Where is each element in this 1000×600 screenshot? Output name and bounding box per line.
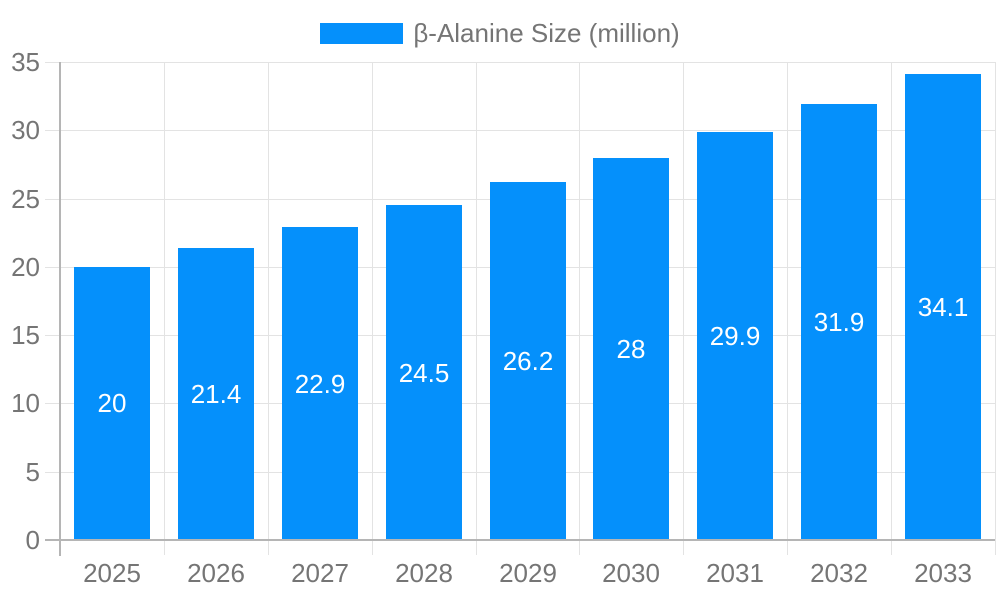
x-axis-line xyxy=(45,539,995,541)
bar-value-label: 26.2 xyxy=(502,346,554,376)
x-axis-label: 2030 xyxy=(602,558,660,588)
y-axis-label: 10 xyxy=(11,388,40,418)
y-axis-label: 20 xyxy=(11,252,40,282)
legend-label: β-Alanine Size (million) xyxy=(413,17,680,48)
bar[interactable] xyxy=(386,205,462,540)
bar-value-label: 34.1 xyxy=(917,292,969,322)
bar-value-label: 21.4 xyxy=(190,379,242,409)
x-axis-label: 2029 xyxy=(499,558,557,588)
bar[interactable] xyxy=(178,248,254,540)
bar-value-label: 22.9 xyxy=(294,369,346,399)
y-gridline xyxy=(45,130,995,131)
y-axis-label: 5 xyxy=(25,457,40,487)
bar[interactable] xyxy=(905,74,981,540)
x-gridline xyxy=(579,62,580,555)
bar[interactable] xyxy=(801,104,877,540)
y-axis-line xyxy=(59,62,61,556)
x-axis-label: 2027 xyxy=(291,558,349,588)
x-gridline xyxy=(164,62,165,555)
x-axis-label: 2031 xyxy=(706,558,764,588)
y-axis-label: 15 xyxy=(11,320,40,350)
bar-value-label: 29.9 xyxy=(709,321,761,351)
x-gridline xyxy=(787,62,788,555)
bar-value-label: 31.9 xyxy=(813,307,865,337)
x-gridline xyxy=(268,62,269,555)
x-axis-label: 2028 xyxy=(395,558,453,588)
bar-value-label: 20 xyxy=(97,388,127,418)
x-gridline xyxy=(995,62,996,555)
bar[interactable] xyxy=(490,182,566,540)
bar-value-label: 28 xyxy=(616,334,646,364)
x-gridline xyxy=(683,62,684,555)
x-gridline xyxy=(476,62,477,555)
bar[interactable] xyxy=(74,267,150,540)
x-axis-label: 2032 xyxy=(810,558,868,588)
x-gridline xyxy=(372,62,373,555)
x-axis-label: 2026 xyxy=(187,558,245,588)
x-axis-label: 2033 xyxy=(914,558,972,588)
x-gridline xyxy=(891,62,892,555)
y-axis-label: 25 xyxy=(11,184,40,214)
y-axis-label: 35 xyxy=(11,47,40,77)
y-gridline xyxy=(45,62,995,63)
bar[interactable] xyxy=(697,132,773,540)
legend-item[interactable]: β-Alanine Size (million) xyxy=(0,16,1000,50)
bar-value-label: 24.5 xyxy=(398,358,450,388)
x-axis-label: 2025 xyxy=(83,558,141,588)
y-axis-label: 30 xyxy=(11,115,40,145)
legend-swatch xyxy=(320,22,404,44)
y-axis-label: 0 xyxy=(25,525,40,555)
bar[interactable] xyxy=(282,227,358,540)
bar[interactable] xyxy=(593,158,669,540)
